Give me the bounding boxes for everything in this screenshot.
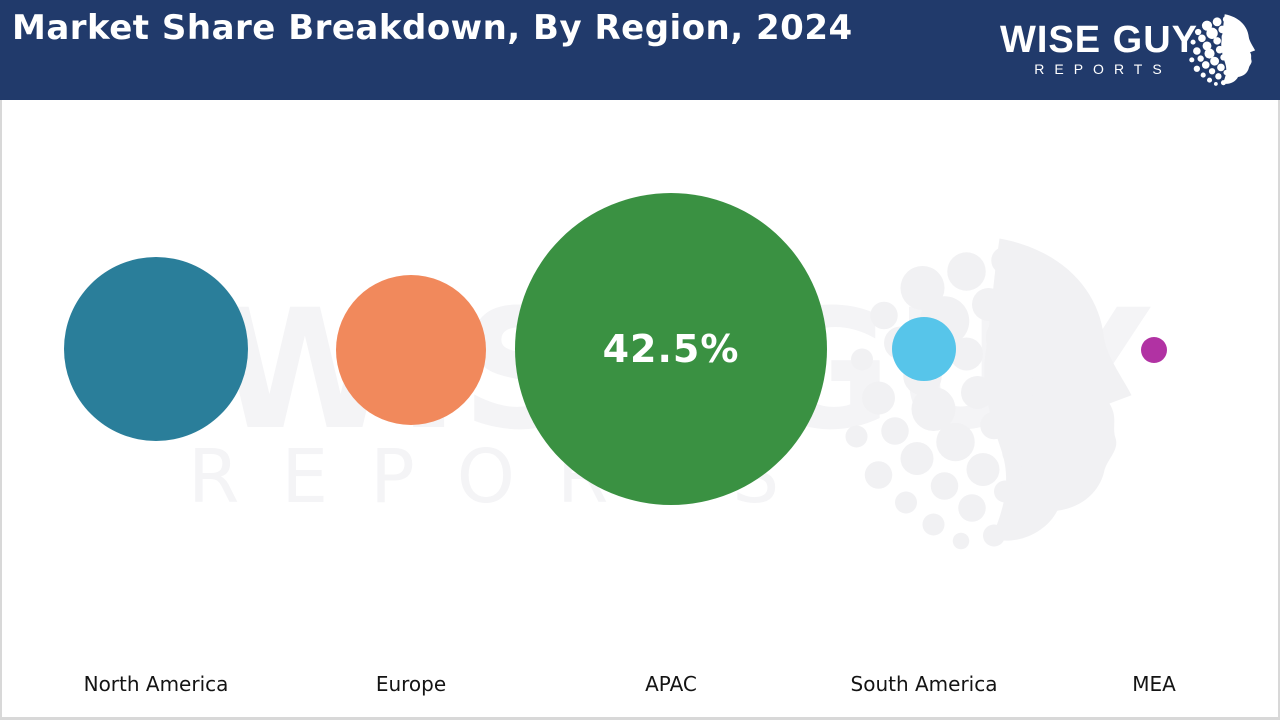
- category-label-mea: MEA: [1132, 672, 1176, 696]
- chart-canvas: WISE GUY REPORTS North AmericaEurope42.5…: [0, 100, 1280, 720]
- chart-title: Market Share Breakdown, By Region, 2024: [12, 8, 853, 48]
- wiseguy-logo-text: WISE GUY REPORTS: [1000, 21, 1198, 76]
- header: Market Share Breakdown, By Region, 2024 …: [0, 0, 1280, 100]
- bubble-south-america: [892, 317, 956, 381]
- category-label-europe: Europe: [375, 672, 447, 696]
- category-label-apac: APAC: [645, 672, 697, 696]
- bubble-chart: North America Europe 42.5% APAC South Americ…: [2, 100, 1278, 717]
- bubble-north-america: [64, 257, 248, 441]
- bubble-apac: 42.5%: [515, 193, 827, 505]
- logo-wiseguy-text: WISE GUY: [999, 18, 1198, 61]
- bubble-value-label-apac: 42.5%: [602, 327, 740, 371]
- wiseguy-logo: WISE GUY REPORTS: [1000, 4, 1264, 98]
- bubble-mea: [1141, 337, 1167, 363]
- wiseguy-head-icon: [1189, 14, 1256, 86]
- category-label-north-america: North America: [83, 672, 229, 696]
- category-label-south-america: South America: [850, 672, 998, 696]
- logo-reports-text: REPORTS: [1034, 60, 1172, 77]
- bubble-europe: [336, 275, 486, 425]
